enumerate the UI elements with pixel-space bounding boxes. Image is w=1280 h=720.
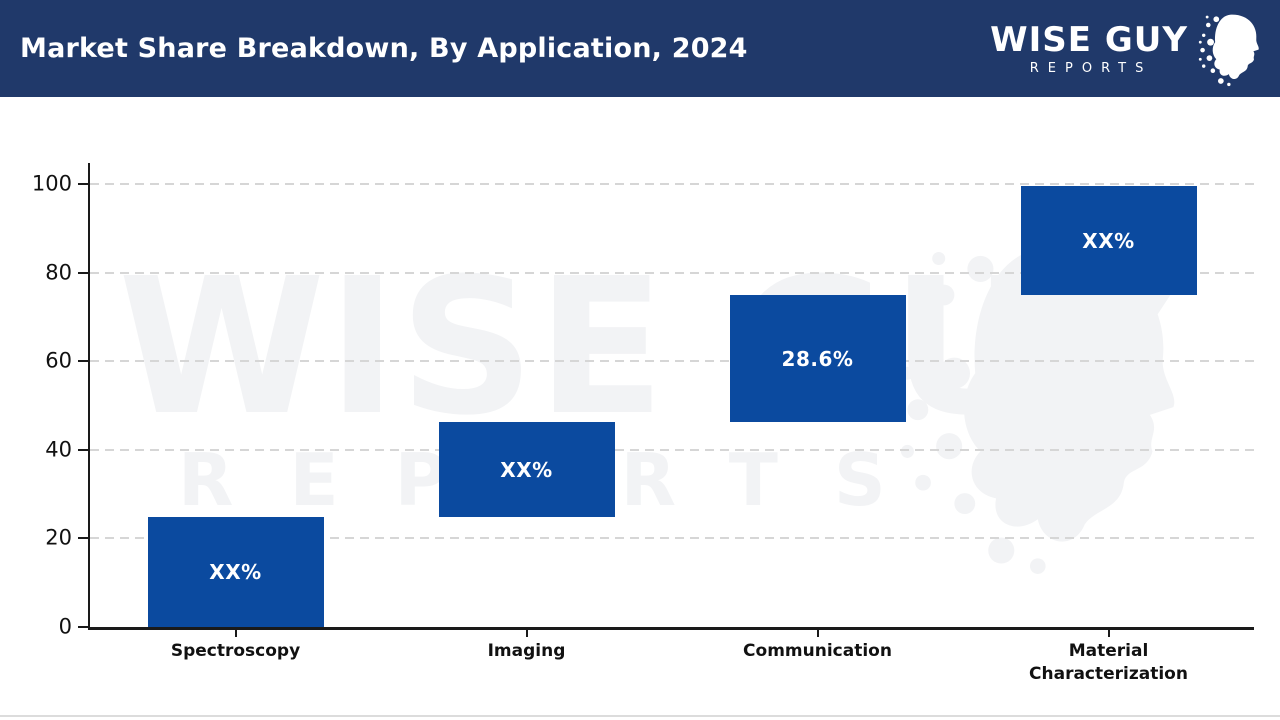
y-axis-tick bbox=[78, 183, 88, 185]
x-axis-category-label: Material Characterization bbox=[1029, 641, 1188, 684]
brand-logo-text: WISE GUY REPORTS bbox=[990, 23, 1188, 75]
footer-divider bbox=[0, 715, 1280, 717]
x-axis-category-label: Imaging bbox=[487, 641, 566, 661]
gridline bbox=[90, 537, 1254, 540]
header-bar: Market Share Breakdown, By Application, … bbox=[0, 0, 1280, 97]
y-axis-tick-label: 60 bbox=[45, 348, 72, 373]
bar-communication: 28.6% bbox=[729, 295, 906, 422]
gridline bbox=[90, 271, 1254, 274]
y-axis-tick-label: 0 bbox=[58, 614, 72, 639]
x-axis-tick bbox=[816, 630, 819, 637]
dotted-head-icon bbox=[1198, 14, 1259, 87]
bar-value-label: 28.6% bbox=[781, 346, 854, 371]
brand-logo: WISE GUY REPORTS bbox=[990, 8, 1266, 90]
gridline bbox=[90, 360, 1254, 363]
y-axis-tick-label: 20 bbox=[45, 525, 72, 550]
y-axis-labels: 0 20 40 60 80 100 bbox=[0, 163, 88, 637]
y-axis-tick-label: 80 bbox=[45, 260, 72, 285]
x-axis-tick bbox=[525, 630, 528, 637]
y-axis-tick bbox=[78, 448, 88, 451]
brand-subname: REPORTS bbox=[1029, 61, 1153, 76]
x-axis-tick bbox=[234, 630, 237, 637]
y-axis-tick-label: 40 bbox=[45, 437, 72, 462]
bar-value-label: XX% bbox=[209, 560, 262, 585]
bar-imaging: XX% bbox=[438, 421, 615, 518]
y-axis-tick bbox=[78, 537, 88, 540]
bar-spectroscopy: XX% bbox=[147, 517, 324, 627]
bar-value-label: XX% bbox=[1082, 228, 1135, 253]
page-title: Market Share Breakdown, By Application, … bbox=[20, 33, 748, 64]
gridline bbox=[90, 183, 1254, 185]
y-axis-tick bbox=[78, 626, 88, 628]
gridline bbox=[90, 448, 1254, 451]
bar-value-label: XX% bbox=[500, 457, 553, 482]
plot-area: XX% Spectroscopy XX% Imaging 28.6% Communicat… bbox=[78, 163, 1254, 684]
x-axis-tick bbox=[1107, 630, 1110, 637]
y-axis-tick bbox=[78, 360, 88, 363]
y-axis-tick-label: 100 bbox=[31, 171, 72, 196]
watermark-head-icon bbox=[900, 247, 1175, 574]
brand-name: WISE GUY bbox=[990, 20, 1188, 60]
x-axis-category-label: Spectroscopy bbox=[170, 641, 301, 661]
x-axis-category-label: Communication bbox=[743, 641, 892, 661]
bar-material-characterization: XX% bbox=[1020, 186, 1197, 296]
y-axis-tick bbox=[78, 271, 88, 274]
